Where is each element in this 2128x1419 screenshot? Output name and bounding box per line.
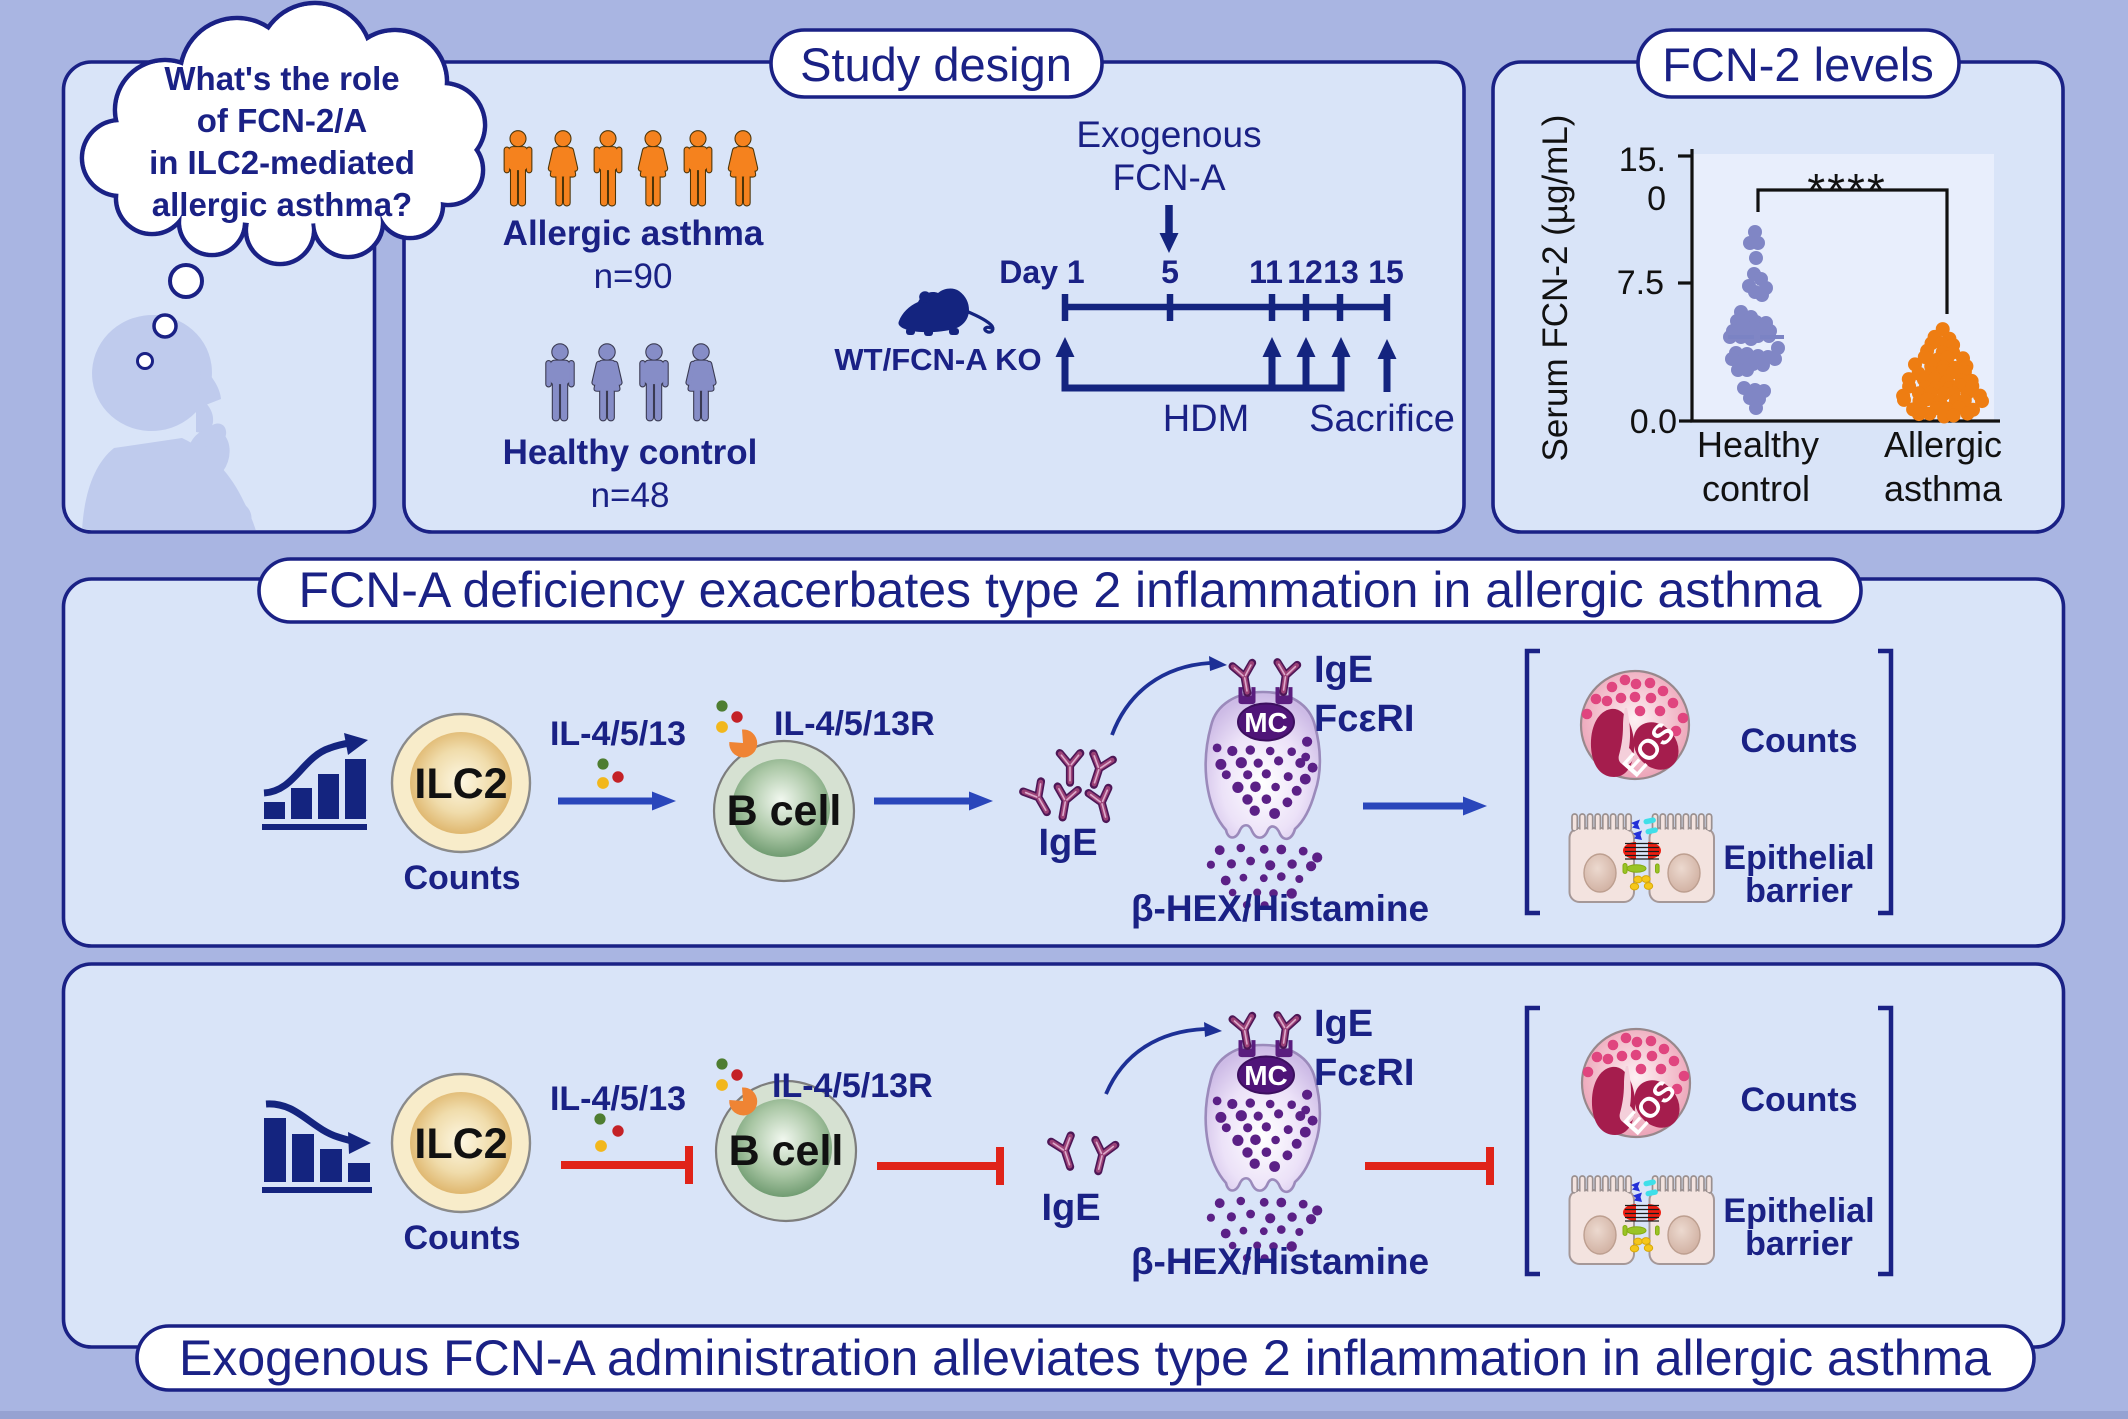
svg-text:Allergic asthma: Allergic asthma bbox=[503, 214, 764, 253]
svg-text:IgE: IgE bbox=[1314, 649, 1373, 691]
svg-text:FCN-2 levels: FCN-2 levels bbox=[1662, 38, 1934, 91]
svg-text:Epithelial: Epithelial bbox=[1723, 839, 1874, 877]
svg-text:Healthy: Healthy bbox=[1697, 424, 1819, 465]
svg-text:β-HEX/Histamine: β-HEX/Histamine bbox=[1131, 888, 1429, 929]
svg-text:allergic asthma?: allergic asthma? bbox=[152, 186, 412, 223]
svg-text:β-HEX/Histamine: β-HEX/Histamine bbox=[1131, 1241, 1429, 1282]
svg-text:13: 13 bbox=[1323, 254, 1359, 290]
svg-text:ILC2: ILC2 bbox=[414, 760, 507, 808]
svg-text:in ILC2-mediated: in ILC2-mediated bbox=[149, 144, 415, 181]
svg-text:Day 1: Day 1 bbox=[999, 254, 1084, 290]
svg-text:barrier: barrier bbox=[1745, 872, 1853, 910]
svg-text:5: 5 bbox=[1161, 254, 1179, 290]
svg-text:11: 11 bbox=[1249, 254, 1283, 290]
svg-text:Counts: Counts bbox=[403, 859, 520, 897]
svg-text:MC: MC bbox=[1244, 707, 1288, 738]
svg-text:Healthy control: Healthy control bbox=[503, 433, 758, 472]
svg-text:IL-4/5/13R: IL-4/5/13R bbox=[774, 705, 935, 743]
svg-text:FCN-A: FCN-A bbox=[1112, 157, 1225, 198]
svg-text:IgE: IgE bbox=[1041, 1187, 1100, 1229]
svg-text:ILC2: ILC2 bbox=[414, 1120, 507, 1168]
svg-text:Counts: Counts bbox=[1740, 1081, 1857, 1119]
svg-text:Study design: Study design bbox=[800, 38, 1072, 91]
svg-text:barrier: barrier bbox=[1745, 1225, 1853, 1263]
svg-text:IgE: IgE bbox=[1038, 822, 1097, 864]
svg-text:Counts: Counts bbox=[1740, 722, 1857, 760]
svg-text:What's the role: What's the role bbox=[164, 60, 399, 97]
svg-text:7.5: 7.5 bbox=[1617, 264, 1664, 302]
svg-text:Allergic: Allergic bbox=[1884, 424, 2002, 465]
svg-text:12: 12 bbox=[1287, 254, 1323, 290]
svg-text:****: **** bbox=[1807, 164, 1887, 216]
svg-text:0.0: 0.0 bbox=[1630, 403, 1677, 441]
svg-text:Exogenous: Exogenous bbox=[1076, 114, 1261, 155]
svg-text:B cell: B cell bbox=[727, 787, 842, 835]
svg-text:15.: 15. bbox=[1619, 141, 1666, 179]
svg-text:B cell: B cell bbox=[729, 1127, 844, 1175]
svg-text:Exogenous FCN-A administration: Exogenous FCN-A administration alleviate… bbox=[179, 1330, 1991, 1386]
svg-text:IL-4/5/13: IL-4/5/13 bbox=[550, 1080, 686, 1118]
svg-text:control: control bbox=[1702, 468, 1810, 509]
svg-text:of FCN-2/A: of FCN-2/A bbox=[197, 102, 367, 139]
svg-text:IL-4/5/13: IL-4/5/13 bbox=[550, 715, 686, 753]
svg-text:Sacrifice: Sacrifice bbox=[1309, 398, 1455, 440]
svg-text:0: 0 bbox=[1647, 180, 1666, 218]
svg-text:WT/FCN-A KO: WT/FCN-A KO bbox=[834, 342, 1041, 377]
svg-text:15: 15 bbox=[1368, 254, 1404, 290]
svg-text:Epithelial: Epithelial bbox=[1723, 1192, 1874, 1230]
svg-text:IL-4/5/13R: IL-4/5/13R bbox=[772, 1067, 933, 1105]
svg-text:Counts: Counts bbox=[403, 1219, 520, 1257]
svg-text:asthma: asthma bbox=[1884, 468, 2003, 509]
svg-text:FcεRI: FcεRI bbox=[1314, 698, 1414, 740]
svg-text:Serum FCN-2 (µg/mL): Serum FCN-2 (µg/mL) bbox=[1536, 115, 1575, 462]
svg-text:FcεRI: FcεRI bbox=[1314, 1052, 1414, 1094]
svg-text:IgE: IgE bbox=[1314, 1003, 1373, 1045]
svg-text:n=48: n=48 bbox=[591, 476, 670, 515]
svg-text:HDM: HDM bbox=[1163, 398, 1250, 440]
svg-text:FCN-A deficiency exacerbates t: FCN-A deficiency exacerbates type 2 infl… bbox=[299, 562, 1822, 618]
svg-text:n=90: n=90 bbox=[594, 257, 673, 296]
